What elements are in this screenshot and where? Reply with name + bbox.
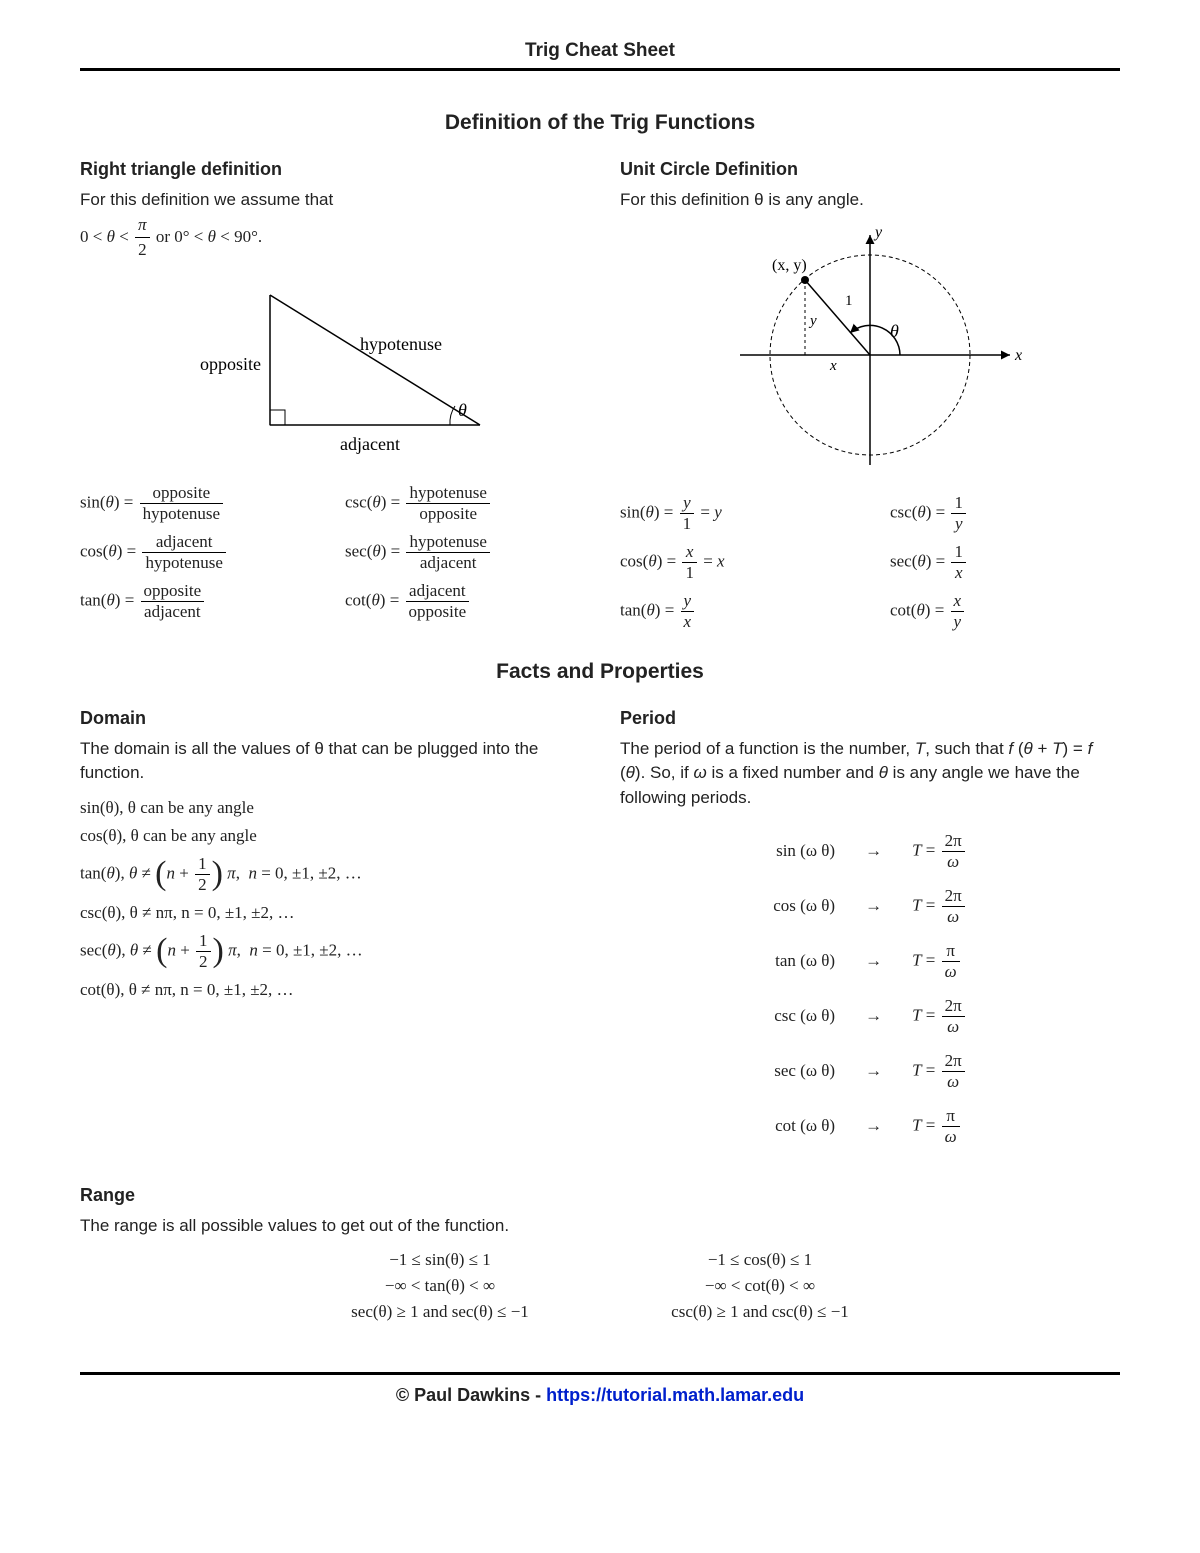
section1-title: Definition of the Trig Functions [80, 111, 1120, 135]
svg-text:1: 1 [845, 293, 853, 309]
adjacent-label: adjacent [340, 434, 400, 454]
opposite-label: opposite [200, 354, 261, 374]
right-triangle-heading: Right triangle definition [80, 159, 580, 180]
right-triangle-column: Right triangle definition For this defin… [80, 153, 580, 640]
csc-def: csc(θ) = hypotenuseopposite [345, 483, 580, 524]
facts-row: Domain The domain is all the values of θ… [80, 702, 1120, 1165]
range-cell: csc(θ) ≥ 1 and csc(θ) ≤ −1 [630, 1302, 890, 1322]
uc-sin: sin(θ) = y1 = y [620, 493, 850, 534]
uc-cos: cos(θ) = x1 = x [620, 542, 850, 583]
svg-text:y: y [808, 313, 817, 329]
domain-column: Domain The domain is all the values of θ… [80, 702, 580, 1165]
uc-tan: tan(θ) = yx [620, 591, 850, 632]
domain-tan: tan(θ), θ ≠ (n + 12) π, n = 0, ±1, ±2, … [80, 854, 580, 895]
svg-text:θ: θ [890, 321, 899, 341]
period-table: sin (ω θ)→T = 2πωcos (ω θ)→T = 2πωtan (ω… [757, 823, 982, 1155]
rt-formulas: sin(θ) = oppositehypotenuse cos(θ) = adj… [80, 475, 580, 630]
definitions-row: Right triangle definition For this defin… [80, 153, 1120, 640]
unit-circle-heading: Unit Circle Definition [620, 159, 1120, 180]
footer-text: © Paul Dawkins - [396, 1385, 546, 1405]
hypotenuse-label: hypotenuse [360, 334, 442, 354]
period-row: cos (ω θ)→T = 2πω [759, 880, 980, 933]
unit-circle-column: Unit Circle Definition For this definiti… [620, 153, 1120, 640]
range-cell: sec(θ) ≥ 1 and sec(θ) ≤ −1 [310, 1302, 570, 1322]
svg-text:(x, y): (x, y) [772, 257, 807, 274]
uc-csc: csc(θ) = 1y [890, 493, 1120, 534]
period-row: sec (ω θ)→T = 2πω [759, 1045, 980, 1098]
range-intro: The range is all possible values to get … [80, 1214, 1120, 1239]
svg-text:y: y [873, 225, 883, 241]
range-block: −1 ≤ sin(θ) ≤ 1 −1 ≤ cos(θ) ≤ 1 −∞ < tan(θ… [80, 1250, 1120, 1322]
domain-sec: sec(θ), θ ≠ (n + 12) π, n = 0, ±1, ±2, … [80, 931, 580, 972]
theta-label: θ [458, 400, 467, 420]
page-footer: © Paul Dawkins - https://tutorial.math.l… [80, 1372, 1120, 1406]
period-column: Period The period of a function is the n… [620, 702, 1120, 1165]
range-row: sec(θ) ≥ 1 and sec(θ) ≤ −1 csc(θ) ≥ 1 and… [80, 1302, 1120, 1322]
range-cell: −1 ≤ cos(θ) ≤ 1 [630, 1250, 890, 1270]
uc-formulas: sin(θ) = y1 = y cos(θ) = x1 = x tan(θ) =… [620, 485, 1120, 640]
domain-cos: cos(θ), θ can be any angle [80, 826, 580, 846]
period-intro: The period of a function is the number, … [620, 737, 1120, 811]
range-cell: −∞ < tan(θ) < ∞ [310, 1276, 570, 1296]
svg-text:x: x [829, 358, 837, 374]
uc-cot: cot(θ) = xy [890, 591, 1120, 632]
period-heading: Period [620, 708, 1120, 729]
tan-def: tan(θ) = oppositeadjacent [80, 581, 315, 622]
right-triangle-intro: For this definition we assume that 0 < θ… [80, 188, 580, 263]
domain-csc: csc(θ), θ ≠ nπ, n = 0, ±1, ±2, … [80, 903, 580, 923]
rt-intro-text: For this definition we assume that [80, 190, 333, 209]
right-triangle-diagram: θ opposite hypotenuse adjacent [160, 275, 500, 465]
range-cell: −∞ < cot(θ) < ∞ [630, 1276, 890, 1296]
range-row: −1 ≤ sin(θ) ≤ 1 −1 ≤ cos(θ) ≤ 1 [80, 1250, 1120, 1270]
range-cell: −1 ≤ sin(θ) ≤ 1 [310, 1250, 570, 1270]
domain-cot: cot(θ), θ ≠ nπ, n = 0, ±1, ±2, … [80, 980, 580, 1000]
section2-title: Facts and Properties [80, 660, 1120, 684]
page-header: Trig Cheat Sheet [80, 40, 1120, 71]
footer-link[interactable]: https://tutorial.math.lamar.edu [546, 1385, 804, 1405]
range-heading: Range [80, 1185, 1120, 1206]
domain-heading: Domain [80, 708, 580, 729]
period-row: sin (ω θ)→T = 2πω [759, 825, 980, 878]
period-row: tan (ω θ)→T = πω [759, 935, 980, 988]
sec-def: sec(θ) = hypotenuseadjacent [345, 532, 580, 573]
uc-sec: sec(θ) = 1x [890, 542, 1120, 583]
domain-sin: sin(θ), θ can be any angle [80, 798, 580, 818]
uc-intro-text: For this definition θ is any angle. [620, 190, 864, 209]
svg-text:x: x [1014, 347, 1022, 364]
unit-circle-intro: For this definition θ is any angle. [620, 188, 1120, 213]
sin-def: sin(θ) = oppositehypotenuse [80, 483, 315, 524]
cot-def: cot(θ) = adjacentopposite [345, 581, 580, 622]
rt-condition: 0 < θ < π2 or 0° < θ < 90°. [80, 227, 262, 246]
cos-def: cos(θ) = adjacenthypotenuse [80, 532, 315, 573]
period-row: csc (ω θ)→T = 2πω [759, 990, 980, 1043]
period-row: cot (ω θ)→T = πω [759, 1100, 980, 1153]
domain-lines: sin(θ), θ can be any angle cos(θ), θ can… [80, 798, 580, 1000]
range-row: −∞ < tan(θ) < ∞ −∞ < cot(θ) < ∞ [80, 1276, 1120, 1296]
domain-intro: The domain is all the values of θ that c… [80, 737, 580, 786]
unit-circle-diagram: x y (x, y) 1 y x θ [710, 225, 1030, 475]
